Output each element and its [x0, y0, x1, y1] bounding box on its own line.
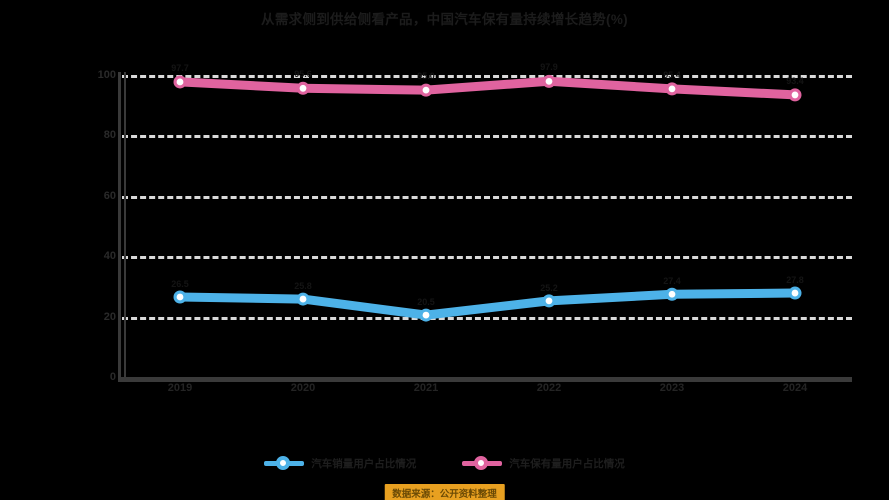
x-tick-label: 2022 [536, 382, 562, 394]
x-tick-label: 2023 [659, 382, 685, 394]
gridline [122, 316, 852, 320]
x-axis-tick-labels: 2019 2020 2021 2022 2023 2024 [122, 382, 852, 402]
chart-title: 从需求侧到供给侧看产品，中国汽车保有量持续增长趋势(%) [261, 12, 628, 27]
legend-item-sales[interactable]: 汽车销量用户占比情况 [264, 455, 416, 471]
chart-legend: 汽车销量用户占比情况 汽车保有量用户占比情况 [0, 455, 889, 471]
x-tick-label: 2020 [290, 382, 316, 394]
gridline [122, 256, 852, 260]
x-axis-line [118, 377, 852, 382]
data-point-label: 97.9 [540, 62, 558, 73]
y-axis-line [118, 72, 121, 380]
data-point-label: 97.7 [171, 62, 189, 73]
data-point-label: 95.6 [294, 69, 312, 80]
y-tick-label: 0 [109, 371, 116, 383]
y-tick-label: 20 [103, 310, 116, 323]
legend-label: 汽车销量用户占比情况 [311, 457, 417, 470]
y-tick-label: 60 [103, 189, 116, 202]
data-point-label: 27.4 [663, 276, 681, 287]
y-tick-label: 80 [103, 129, 116, 142]
legend-label: 汽车保有量用户占比情况 [509, 457, 625, 470]
y-axis-line-2 [124, 72, 126, 380]
data-point-label: 26.5 [171, 278, 189, 289]
data-point-label: 20.5 [417, 297, 435, 308]
y-tick-label: 40 [103, 250, 116, 263]
y-tick-label: 100 [97, 69, 116, 81]
x-tick-label: 2021 [413, 382, 439, 394]
legend-marker-icon-blue [264, 455, 305, 471]
data-point-label: 25.2 [540, 282, 558, 293]
data-point-label: 27.8 [786, 275, 804, 286]
plot-area [122, 75, 852, 377]
legend-marker-icon-pink [462, 455, 503, 471]
data-point-label: 25.8 [294, 281, 312, 292]
gridline [122, 195, 852, 199]
data-point-label: 93.4 [786, 75, 804, 86]
data-point-label: 95.4 [663, 69, 681, 80]
y-axis-tick-labels: 100 80 60 40 20 0 [78, 69, 116, 383]
x-tick-label: 2024 [782, 382, 808, 394]
x-tick-label: 2019 [167, 382, 193, 394]
data-point-label: 95.0 [417, 71, 435, 82]
legend-item-ownership[interactable]: 汽车保有量用户占比情况 [462, 455, 625, 471]
gridline [122, 75, 852, 78]
source-note: 数据来源：公开资料整理 [384, 484, 505, 500]
gridline [122, 135, 852, 139]
